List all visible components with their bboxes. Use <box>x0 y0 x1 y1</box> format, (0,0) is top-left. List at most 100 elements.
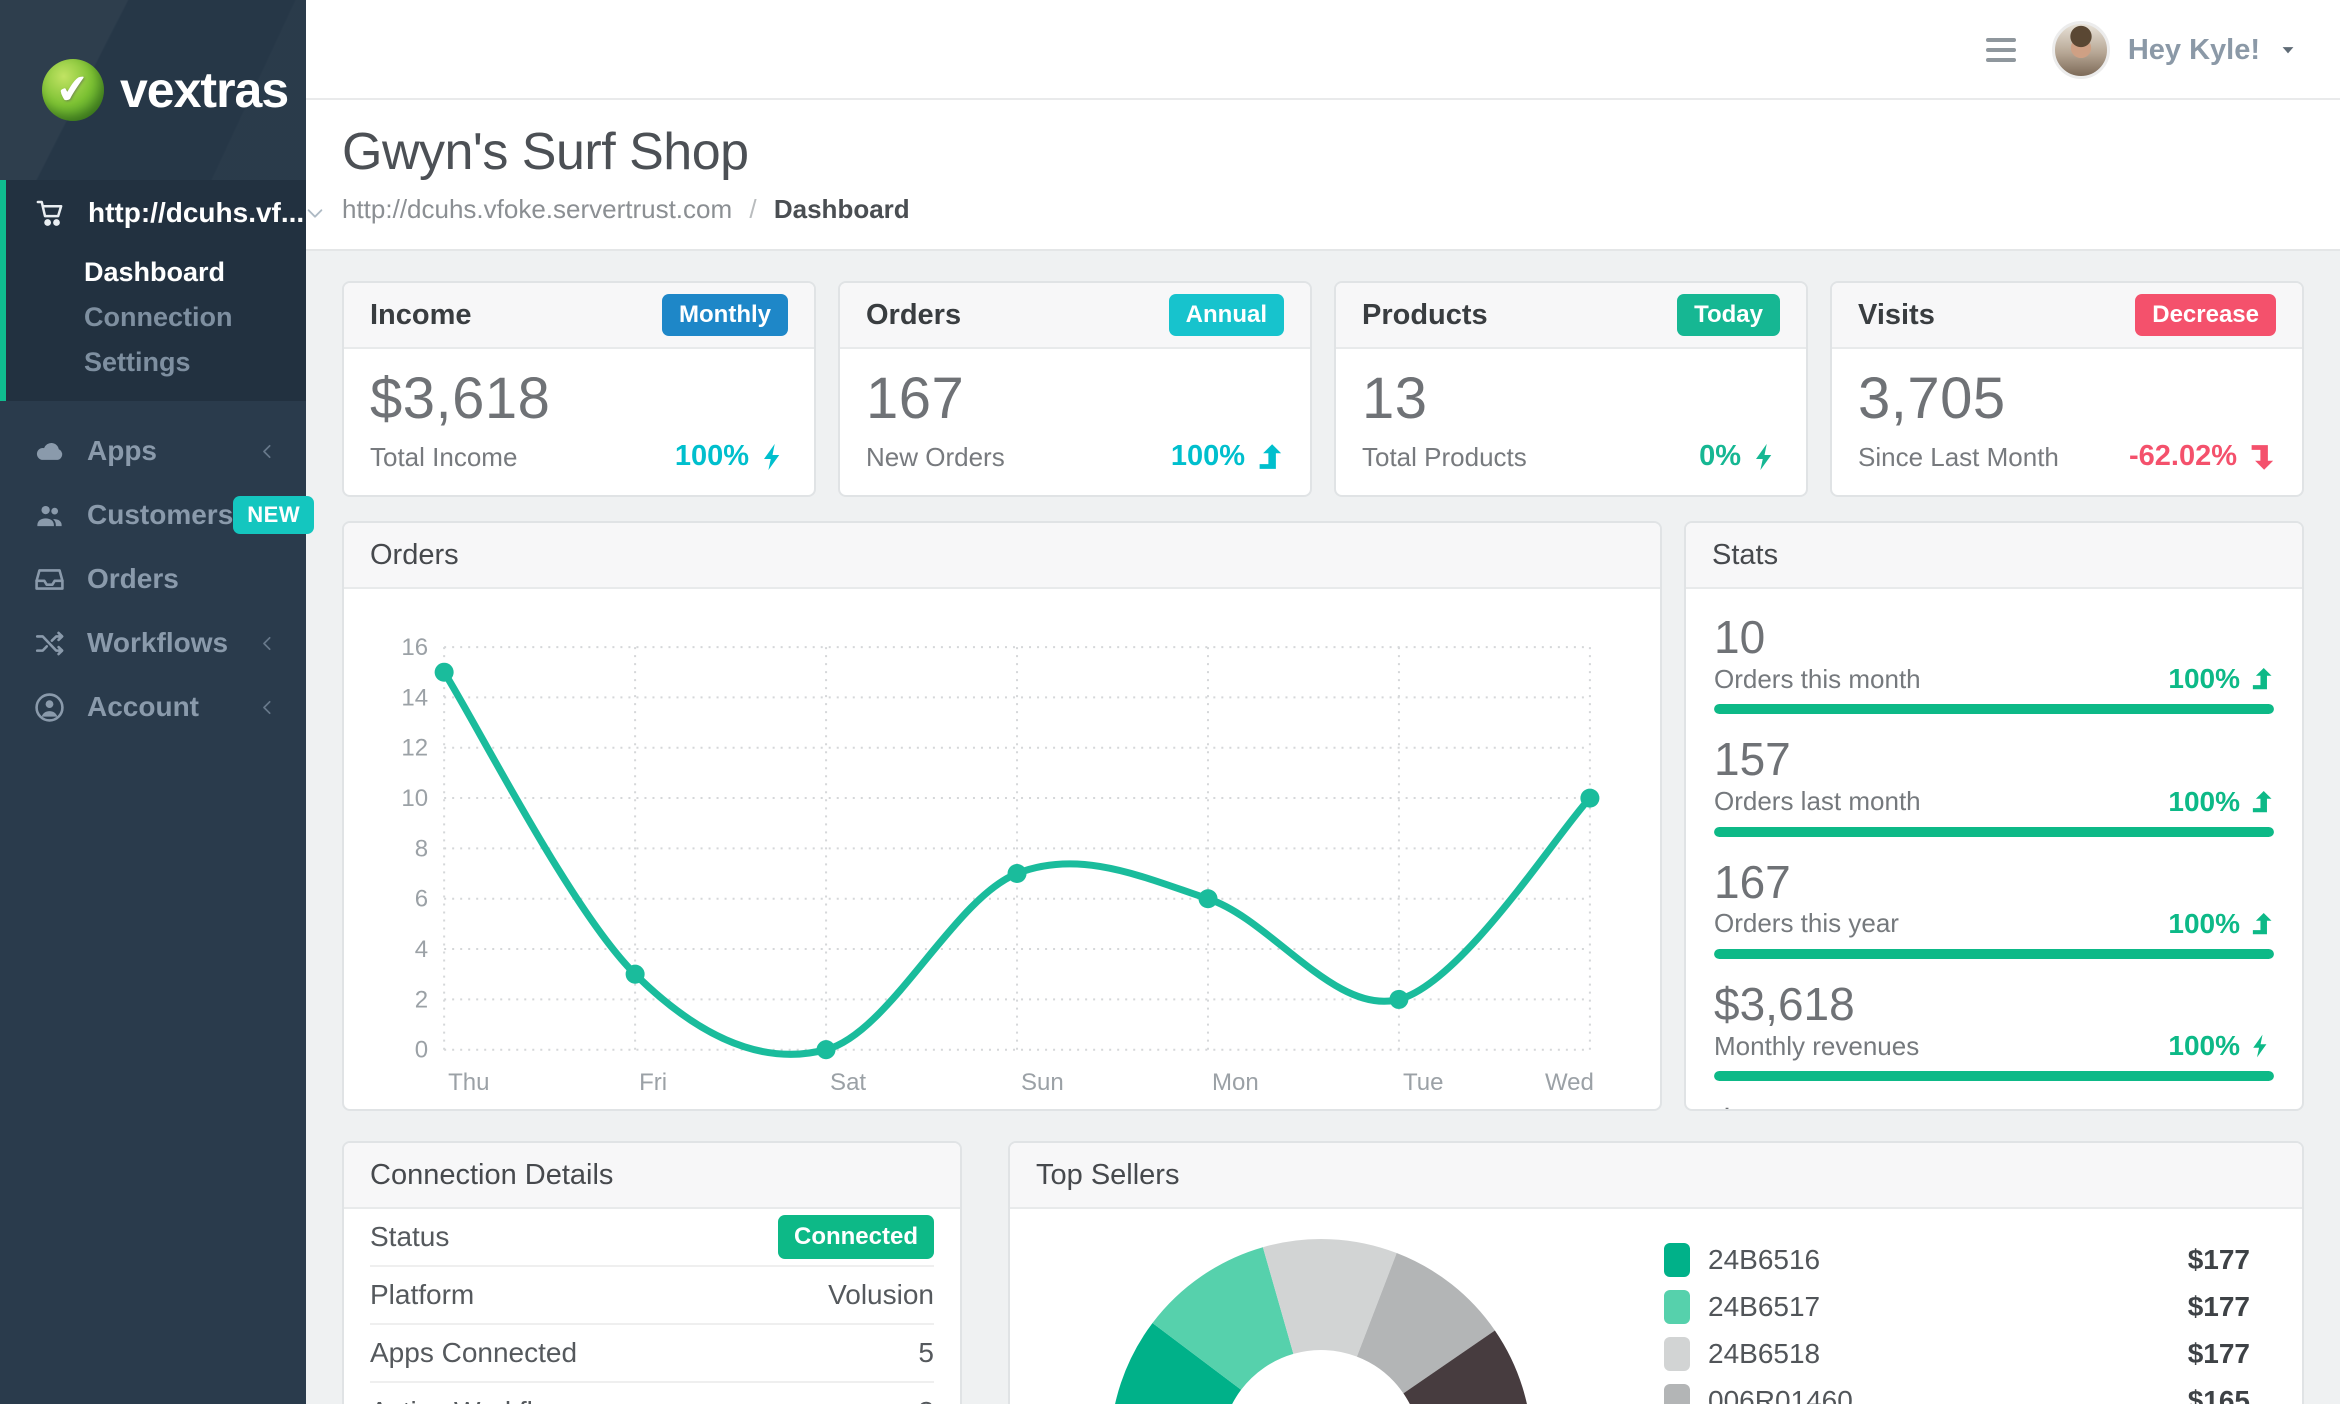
legend-item: 24B6517 $177 <box>1664 1290 2250 1324</box>
row-label: Platform <box>370 1279 475 1310</box>
sidebar-item-apps[interactable]: Apps <box>0 419 306 483</box>
panel-title: Stats <box>1712 538 1779 571</box>
period-badge: Monthly <box>662 294 788 336</box>
orders-chart-card: Orders 0 2 4 6 8 10 12 14 16 Thu Fri Sat Sun Mon Tue We… <box>342 521 1662 1111</box>
progress-bar <box>1714 826 2274 837</box>
stats-percent: 100% <box>2168 908 2274 940</box>
titlebar: Gwyn's Surf Shop http://dcuhs.vfoke.serv… <box>306 100 2340 251</box>
row-label: Status <box>370 1221 450 1252</box>
stats-item: $44,983 Annual revenues 100% <box>1714 1102 2274 1109</box>
legend-swatch <box>1664 1337 1690 1371</box>
stats-value: 157 <box>1714 733 1791 786</box>
connection-row-status: Status Connected <box>370 1209 934 1267</box>
panel-title: Orders <box>370 538 459 571</box>
cloud-icon <box>34 436 65 467</box>
svg-text:6: 6 <box>415 886 428 913</box>
stat-value: $3,618 <box>370 366 551 431</box>
sidebar-item-account[interactable]: Account <box>0 675 306 739</box>
shuffle-icon <box>34 628 65 659</box>
stat-card-visits: Visits Decrease 3,705 Since Last Month -… <box>1830 281 2304 497</box>
stats-label: Orders this year <box>1714 908 1899 939</box>
svg-text:Mon: Mon <box>1212 1069 1259 1096</box>
panel-title: Top Sellers <box>1036 1158 1180 1191</box>
main-area: Hey Kyle! Gwyn's Surf Shop http://dcuhs.… <box>306 0 2340 1404</box>
stats-label: Orders last month <box>1714 786 1921 817</box>
bolt-icon <box>1750 442 1780 472</box>
stats-label: Orders this month <box>1714 663 1921 694</box>
topbar-right: Hey Kyle! <box>1980 0 2298 100</box>
svg-text:14: 14 <box>401 684 428 711</box>
svg-text:0: 0 <box>415 1037 428 1064</box>
sidebar-item-workflows[interactable]: Workflows <box>0 611 306 675</box>
stat-percent: -62.02% <box>2129 440 2276 473</box>
sidebar-item-customers[interactable]: Customers NEW <box>0 483 315 547</box>
breadcrumb-link[interactable]: http://dcuhs.vfoke.servertrust.com <box>342 194 733 224</box>
stats-value: 167 <box>1714 855 1791 908</box>
legend-item: 24B6518 $177 <box>1664 1337 2250 1371</box>
bottom-row: Connection Details Status Connected Plat… <box>342 1141 2304 1404</box>
stats-label: Monthly revenues <box>1714 1030 1920 1061</box>
stats-card: Stats 10 Orders this month 100% 157 <box>1684 521 2304 1111</box>
sidebar-item-settings[interactable]: Settings <box>84 347 191 377</box>
legend-swatch <box>1664 1243 1690 1277</box>
period-badge: Today <box>1677 294 1780 336</box>
card-title: Visits <box>1858 298 1935 331</box>
stats-percent: 100% <box>2168 663 2274 695</box>
level-up-icon <box>2248 666 2274 692</box>
stats-percent: 100% <box>2168 786 2274 818</box>
product-code: 24B6518 <box>1708 1338 1821 1369</box>
orders-line-chart: 0 2 4 6 8 10 12 14 16 Thu Fri Sat Sun Mon Tue Wed <box>344 589 1660 1109</box>
nav-label: Apps <box>87 435 157 466</box>
sidebar: ✔ vextras http://dcuhs.vf... Dashboard C… <box>0 0 323 1404</box>
sidebar-item-dashboard[interactable]: Dashboard <box>84 257 226 287</box>
stats-value: $44,983 <box>1714 1102 2274 1109</box>
topbar: Hey Kyle! <box>306 0 2340 100</box>
inbox-icon <box>34 564 65 595</box>
cart-icon <box>36 198 66 228</box>
breadcrumb: http://dcuhs.vfoke.servertrust.com / Das… <box>342 194 2340 225</box>
svg-text:2: 2 <box>415 986 428 1013</box>
chevron-left-icon <box>257 441 278 462</box>
chevron-left-icon <box>257 697 278 718</box>
stats-item: $3,618 Monthly revenues 100% <box>1714 980 2274 1082</box>
row-value: Volusion <box>828 1279 934 1310</box>
stat-label: Total Income <box>370 442 518 472</box>
svg-text:10: 10 <box>401 785 428 812</box>
menu-icon[interactable] <box>1980 32 2022 68</box>
product-price: $177 <box>2187 1338 2250 1369</box>
nav-label: Customers <box>87 499 234 530</box>
dashboard-content: Income Monthly $3,618 Total Income 100% <box>306 251 2340 1404</box>
connection-row-workflows: Active Workflows 3 <box>370 1383 934 1404</box>
stat-card-orders: Orders Annual 167 New Orders 100% <box>838 281 1312 497</box>
card-title: Income <box>370 298 472 331</box>
row-value: 5 <box>918 1337 934 1368</box>
stat-value: 167 <box>866 366 965 431</box>
sidebar-item-connection[interactable]: Connection <box>84 302 233 332</box>
brand-name: vextras <box>120 62 289 118</box>
store-url-label: http://dcuhs.vf... <box>88 197 305 228</box>
user-menu[interactable]: Hey Kyle! <box>2051 21 2298 79</box>
chevron-left-icon <box>257 633 278 654</box>
stat-cards-row: Income Monthly $3,618 Total Income 100% <box>342 281 2304 497</box>
store-selector[interactable]: http://dcuhs.vf... <box>6 180 323 246</box>
avatar <box>2051 21 2110 79</box>
period-badge: Decrease <box>2135 294 2276 336</box>
store-submenu: Dashboard Connection Settings <box>6 246 306 385</box>
sidebar-item-orders[interactable]: Orders <box>0 547 306 611</box>
bolt-icon <box>758 442 788 472</box>
level-down-icon <box>2246 442 2276 472</box>
legend-item: 24B6516 $177 <box>1664 1243 2250 1277</box>
stat-card-income: Income Monthly $3,618 Total Income 100% <box>342 281 816 497</box>
stat-card-products: Products Today 13 Total Products 0% <box>1334 281 1808 497</box>
nav-label: Account <box>87 691 199 722</box>
status-badge: Connected <box>777 1215 934 1259</box>
svg-text:Sun: Sun <box>1021 1069 1064 1096</box>
brand-logo[interactable]: ✔ vextras <box>0 0 306 180</box>
users-icon <box>34 500 65 531</box>
user-circle-icon <box>34 692 65 723</box>
stat-label: New Orders <box>866 442 1005 472</box>
product-code: 006R01460 <box>1708 1385 1853 1404</box>
vextras-logo-icon: ✔ <box>42 59 104 121</box>
user-greeting: Hey Kyle! <box>2127 33 2260 66</box>
svg-text:16: 16 <box>401 634 428 661</box>
